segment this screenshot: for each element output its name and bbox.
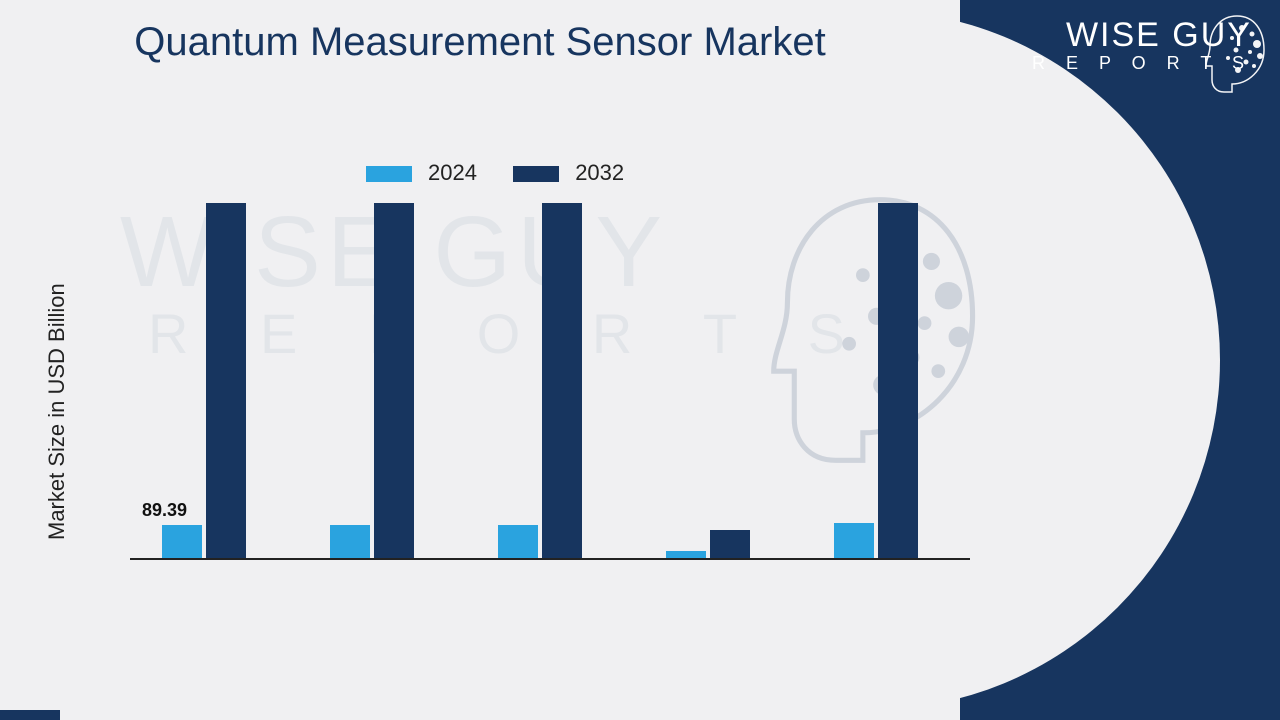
brand-panel: WISE GUY R E P O R T S: [960, 0, 1280, 720]
stage: WISE GUY R E P O R T S Quantum Measureme…: [0, 0, 1280, 720]
legend-label-2024: 2024: [428, 160, 477, 185]
legend-label-2032: 2032: [575, 160, 624, 185]
footer-accent-bar: [0, 710, 60, 720]
bar-2024: [330, 525, 370, 558]
bar-value-label: 89.39: [142, 500, 187, 521]
chart: 89.39EUROPEASIA PACIFICNORTH AMERICASOUT…: [90, 190, 970, 560]
chart-title: Quantum Measurement Sensor Market: [0, 20, 960, 65]
bar-2032: [710, 530, 750, 558]
bar-2032: [878, 203, 918, 558]
plot-area: 89.39EUROPEASIA PACIFICNORTH AMERICASOUT…: [130, 190, 970, 560]
bar-2032: [374, 203, 414, 558]
bar-2024: [498, 525, 538, 558]
bar-2024: [834, 523, 874, 558]
brand-head-icon: [1202, 14, 1272, 94]
bar-2032: [206, 203, 246, 558]
y-axis-label: Market Size in USD Billion: [44, 283, 70, 540]
bar-2032: [542, 203, 582, 558]
legend: 2024 2032: [0, 160, 960, 186]
bar-2024: [666, 551, 706, 558]
legend-swatch-2024: [366, 166, 412, 182]
bar-2024: [162, 525, 202, 558]
legend-swatch-2032: [513, 166, 559, 182]
